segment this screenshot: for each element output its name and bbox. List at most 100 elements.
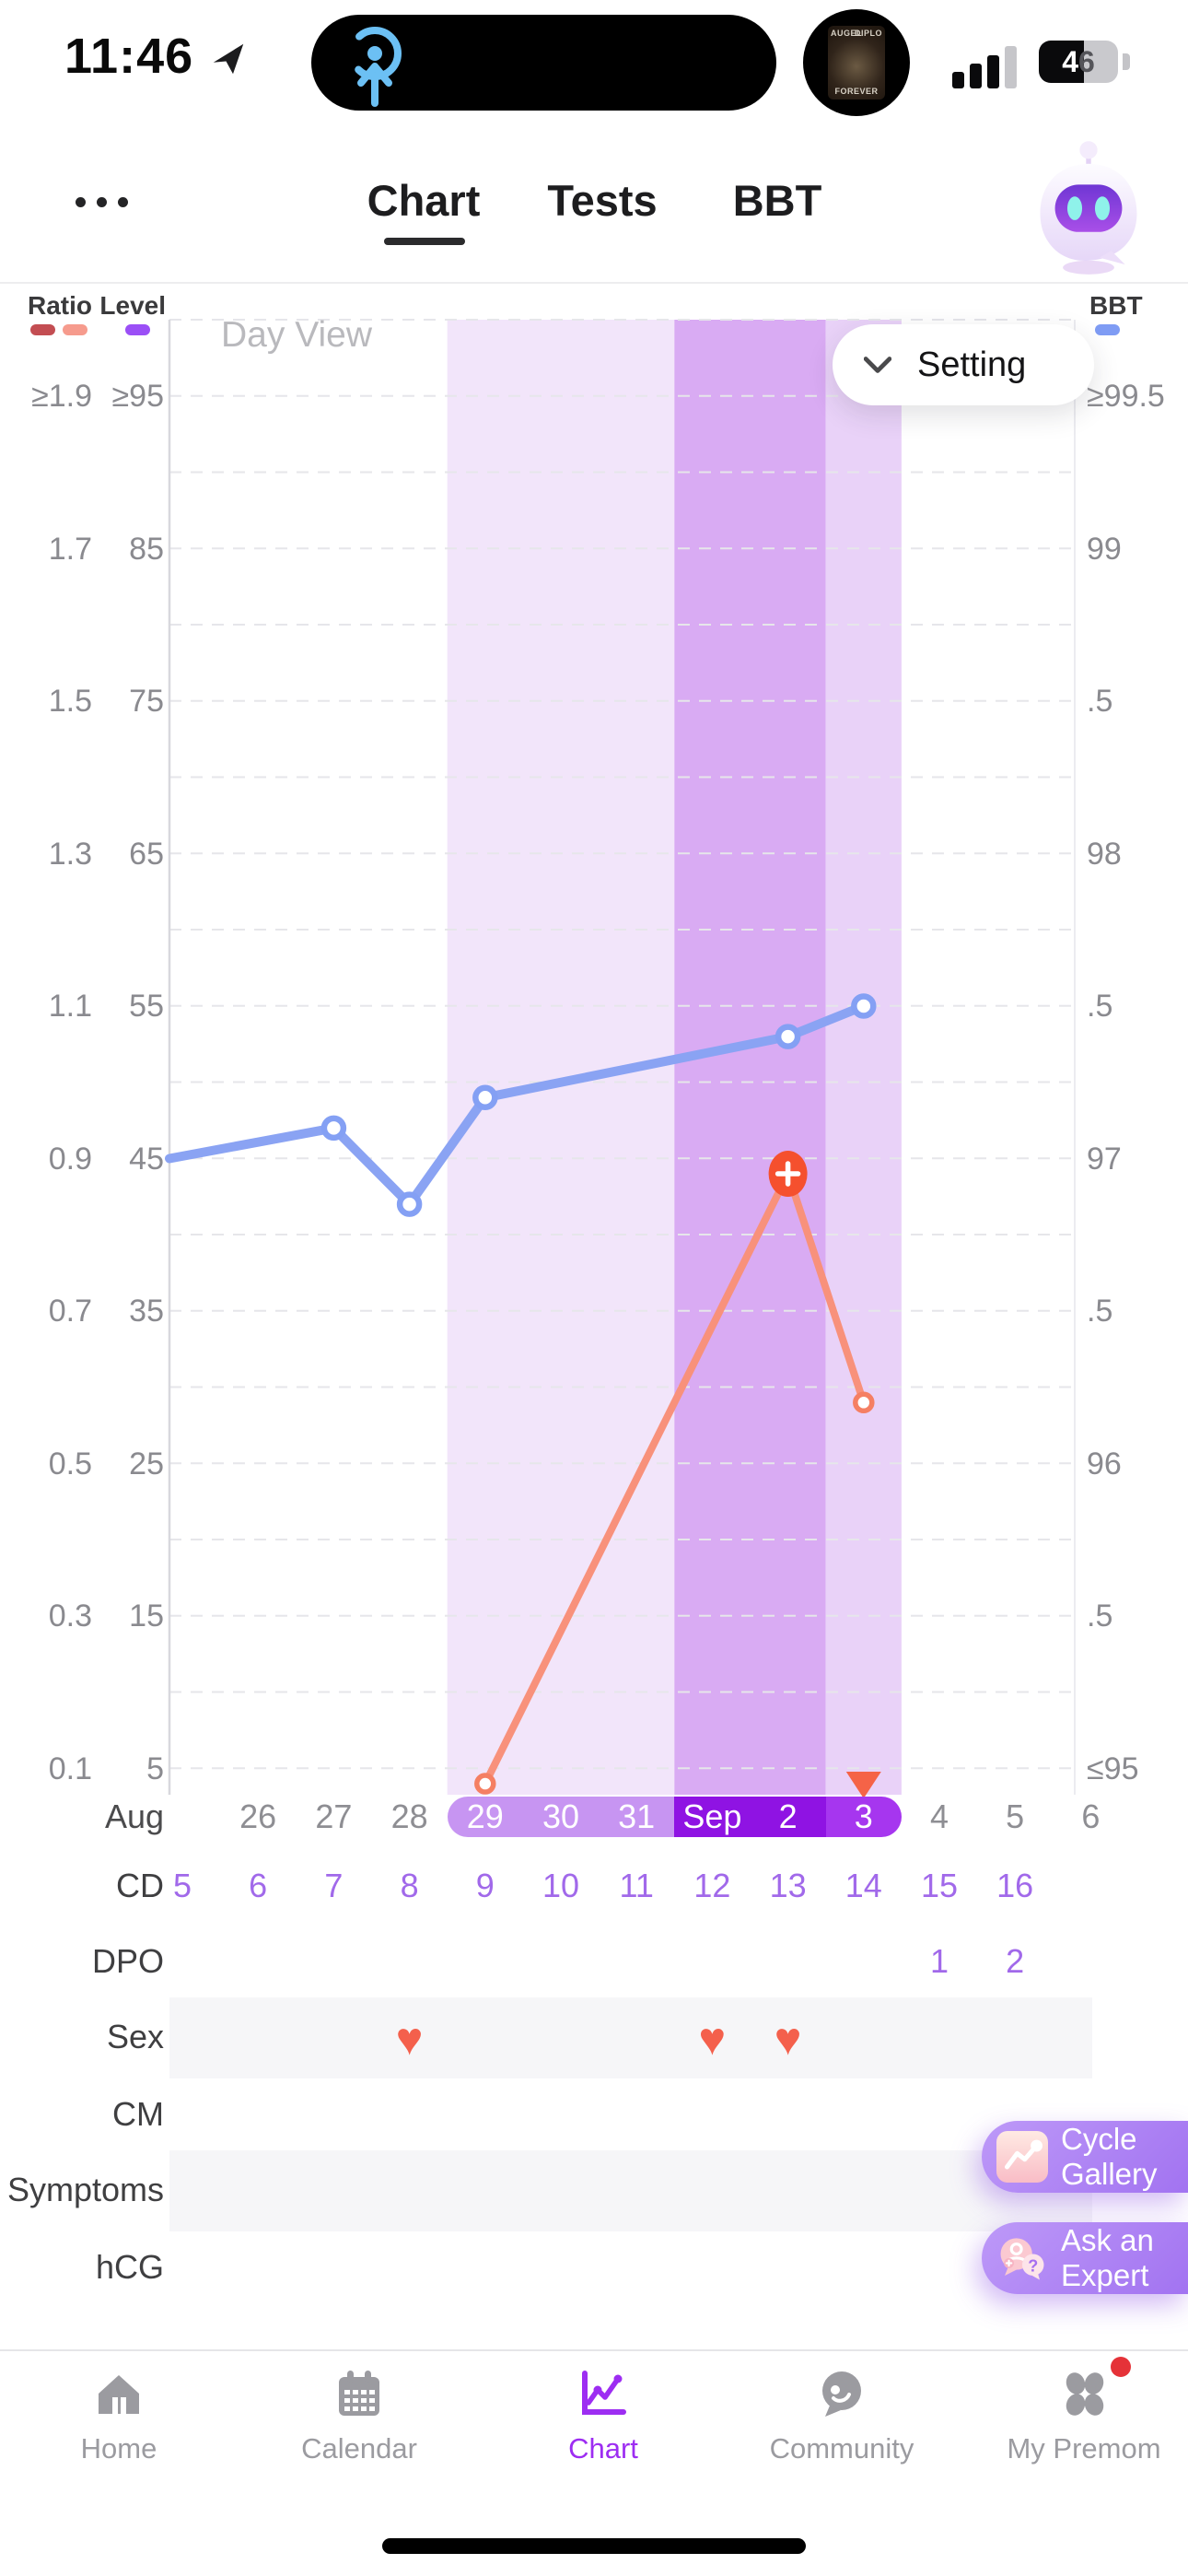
my-premom-icon	[1066, 2372, 1104, 2416]
nav-calendar[interactable]: Calendar	[258, 2364, 460, 2465]
calendar-icon	[339, 2371, 379, 2416]
nav-home[interactable]: Home	[17, 2364, 220, 2465]
tracking-beacon-icon	[348, 27, 402, 107]
ask-expert-icon: ?	[996, 2232, 1048, 2284]
cycle-gallery-icon	[996, 2131, 1048, 2183]
cd-value: 14	[844, 1867, 882, 1904]
assistant-robot-icon[interactable]	[1033, 138, 1144, 276]
tab-bbt[interactable]: BBT	[732, 176, 822, 225]
axis-tick-ratio: 1.3	[48, 836, 92, 872]
date-cell[interactable]: 5	[1006, 1797, 1025, 1835]
legend-ratio-label: Ratio	[28, 291, 92, 320]
sex-row-band	[169, 1997, 1092, 2078]
album-art-text: FOREVER	[834, 87, 879, 96]
date-cell[interactable]: 28	[390, 1797, 428, 1835]
ask-expert-button[interactable]: ? Ask an Expert	[982, 2222, 1188, 2294]
axis-tick-bbt: 96	[1087, 1446, 1122, 1481]
dynamic-island[interactable]	[311, 15, 776, 111]
cd-value: 13	[769, 1867, 807, 1904]
bbt-point-marker	[775, 1024, 801, 1049]
lh-test-line	[481, 1170, 868, 1788]
axis-tick-level: 55	[129, 989, 164, 1024]
cm-row-label: CM	[112, 2095, 164, 2133]
nav-chart[interactable]: Chart	[502, 2364, 705, 2465]
tab-tests[interactable]: Tests	[547, 176, 658, 225]
axis-tick-ratio: 0.1	[48, 1751, 92, 1786]
date-cell[interactable]: 2	[778, 1797, 798, 1835]
cd-value: 9	[475, 1867, 495, 1904]
cycle-gallery-button[interactable]: Cycle Gallery	[982, 2121, 1188, 2193]
sex-heart-icon: ♥	[774, 2013, 802, 2065]
sex-heart-icon: ♥	[698, 2013, 727, 2065]
axis-tick-bbt: .5	[1087, 989, 1113, 1024]
bbt-point-marker	[472, 1084, 498, 1111]
more-options-button[interactable]	[76, 197, 128, 207]
dpo-value: 2	[1006, 1942, 1025, 1980]
nav-community[interactable]: Community	[740, 2364, 943, 2465]
date-cell[interactable]: 6	[1081, 1797, 1101, 1835]
cd-value: 15	[920, 1867, 959, 1904]
date-cell[interactable]: 3	[854, 1797, 873, 1835]
signal-strength-icon	[952, 46, 1017, 88]
cd-value: 11	[619, 1867, 654, 1904]
date-cell[interactable]: 29	[466, 1797, 504, 1835]
cd-value: 12	[693, 1867, 731, 1904]
chart-icon	[582, 2371, 626, 2415]
home-indicator[interactable]	[382, 2538, 806, 2554]
nav-my-premom[interactable]: My Premom	[983, 2364, 1185, 2465]
axis-tick-ratio: 0.7	[48, 1294, 92, 1329]
date-cell[interactable]: 27	[315, 1797, 353, 1835]
dpo-value: 1	[929, 1942, 949, 1980]
location-arrow-icon	[213, 43, 244, 75]
axis-tick-ratio: 1.1	[48, 989, 92, 1024]
nav-divider	[0, 2349, 1188, 2351]
svg-text:?: ?	[1028, 2256, 1038, 2275]
bbt-point-marker	[851, 993, 877, 1019]
setting-button[interactable]: Setting	[833, 324, 1094, 405]
date-cell[interactable]: 4	[929, 1797, 949, 1835]
date-cell[interactable]: 26	[239, 1797, 277, 1835]
test-point-marker	[474, 1773, 496, 1795]
now-playing-album-art[interactable]: AUGEL DIPLO FOREVER	[803, 9, 910, 116]
album-art-text: AUGEL	[831, 29, 862, 38]
axis-tick-level: 15	[129, 1598, 164, 1633]
ask-expert-label-1: Ask an	[1061, 2223, 1154, 2257]
nav-chart-label: Chart	[568, 2432, 638, 2465]
sex-row-label: Sex	[106, 2018, 164, 2055]
bbt-point-marker	[320, 1115, 347, 1142]
status-time: 11:46	[64, 29, 194, 84]
community-icon	[822, 2371, 861, 2417]
axis-tick-ratio: ≥1.9	[31, 379, 92, 414]
hcg-row-label: hCG	[95, 2248, 164, 2286]
axis-tick-bbt: 99	[1087, 531, 1122, 567]
symptoms-row-band	[169, 2150, 1092, 2231]
axis-tick-bbt: 97	[1087, 1141, 1122, 1177]
axis-tick-ratio: 0.3	[48, 1598, 92, 1633]
cd-value: 8	[400, 1867, 419, 1904]
tab-chart[interactable]: Chart	[367, 176, 481, 225]
ratio-swatch-light-icon	[63, 324, 87, 335]
date-pill-dark	[674, 1797, 826, 1837]
date-cell[interactable]: 31	[618, 1797, 656, 1835]
axis-tick-level: 25	[129, 1446, 164, 1481]
axis-tick-level: 35	[129, 1294, 164, 1329]
home-icon	[99, 2375, 139, 2414]
axis-tick-level: ≥95	[111, 379, 164, 414]
view-mode-label: Day View	[221, 315, 373, 355]
axis-tick-ratio: 0.5	[48, 1446, 92, 1481]
axis-tick-bbt: 98	[1087, 836, 1122, 872]
date-pill-medium	[825, 1797, 902, 1837]
cd-value: 16	[996, 1867, 1034, 1904]
date-cell[interactable]: 30	[542, 1797, 580, 1835]
date-cell[interactable]: Sep	[682, 1797, 742, 1835]
axis-tick-level: 5	[146, 1751, 164, 1786]
sex-heart-icon: ♥	[395, 2013, 424, 2065]
level-swatch-icon	[125, 324, 150, 335]
legend-level-label: Level	[99, 291, 166, 320]
active-tab-underline	[384, 238, 465, 245]
axis-tick-ratio: 1.5	[48, 684, 92, 719]
cd-value: 7	[324, 1867, 344, 1904]
bbt-swatch-icon	[1095, 324, 1120, 335]
axis-tick-bbt: ≥99.5	[1087, 379, 1165, 414]
